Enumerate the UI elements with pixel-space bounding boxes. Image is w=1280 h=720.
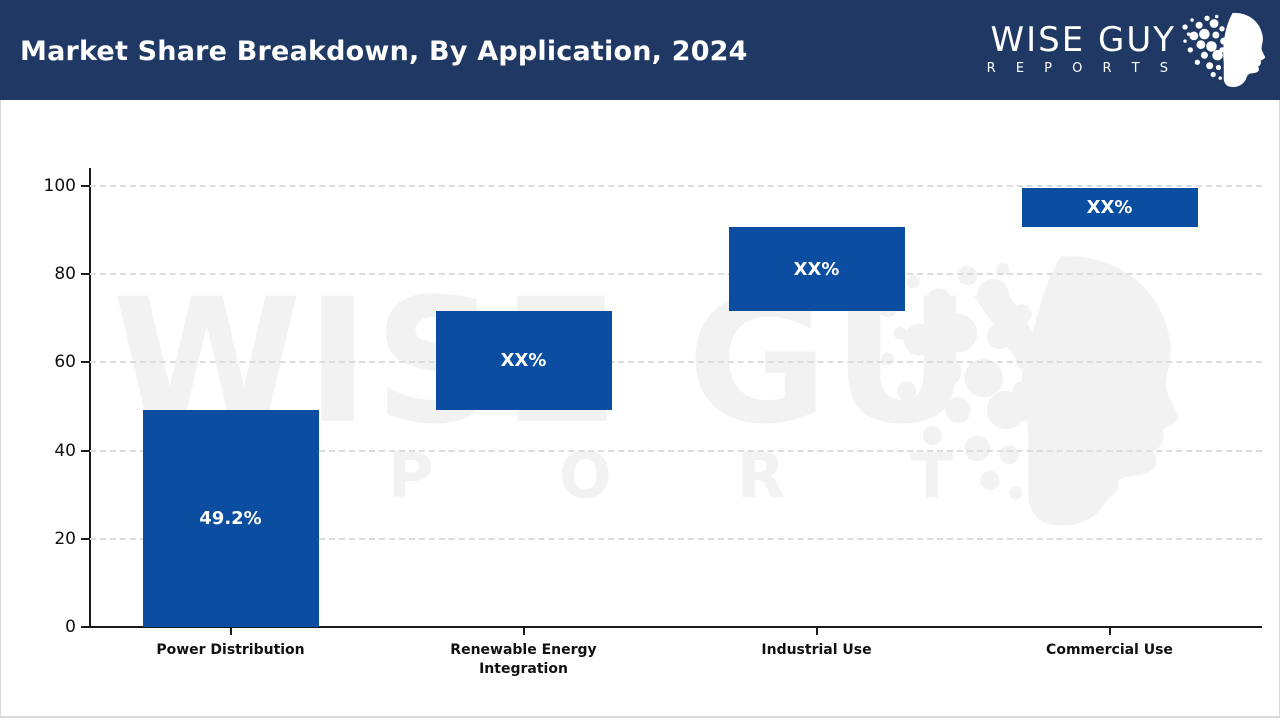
- x-tick: [1108, 628, 1111, 635]
- x-tick: [229, 628, 232, 635]
- gridline: [90, 273, 1262, 276]
- gridline: [90, 185, 1262, 187]
- x-tick-label: Power Distribution: [156, 642, 305, 658]
- gridline: [90, 449, 1262, 452]
- logo-wordmark: WISE GUY: [990, 20, 1176, 60]
- logo-text: WISE GUY R E P O R T S: [987, 22, 1176, 76]
- x-tick-label: Industrial Use: [761, 642, 872, 658]
- chart-title: Market Share Breakdown, By Application, …: [20, 36, 748, 67]
- bar: 49.2%: [142, 410, 319, 627]
- y-tick: [81, 537, 89, 540]
- bar: XX%: [435, 311, 612, 411]
- gridline: [90, 361, 1262, 364]
- y-tick: [81, 626, 89, 628]
- y-tick: [81, 185, 89, 187]
- y-tick-label: 100: [43, 176, 76, 196]
- frame-border-left: [0, 100, 1, 717]
- y-tick-label: 60: [54, 352, 76, 373]
- bar-value-label: XX%: [500, 350, 547, 372]
- x-tick: [522, 628, 525, 635]
- bar: XX%: [1021, 188, 1198, 227]
- x-axis-line: [83, 626, 1262, 628]
- frame-border-bottom: [0, 716, 1280, 718]
- bar: XX%: [728, 227, 905, 312]
- wise-guy-logo: WISE GUY R E P O R T S: [987, 6, 1266, 96]
- y-tick-label: 20: [54, 528, 76, 549]
- x-tick-label: Renewable Energy Integration: [450, 642, 597, 677]
- y-tick: [81, 273, 89, 276]
- bar-value-label: 49.2%: [199, 508, 262, 529]
- header-band: Market Share Breakdown, By Application, …: [0, 0, 1280, 100]
- y-tick-label: 80: [54, 264, 76, 285]
- watermark-head-icon: [878, 256, 1179, 526]
- x-tick: [815, 628, 818, 635]
- y-tick: [81, 449, 89, 452]
- bar-value-label: XX%: [793, 258, 840, 280]
- logo-subtitle: R E P O R T S: [986, 61, 1176, 76]
- y-tick-label: 0: [65, 617, 76, 637]
- y-tick: [81, 361, 89, 364]
- y-tick-label: 40: [54, 440, 76, 461]
- bar-value-label: XX%: [1086, 197, 1133, 219]
- gridline: [90, 537, 1262, 540]
- x-tick-label: Commercial Use: [1046, 642, 1173, 658]
- y-axis-line: [89, 168, 91, 628]
- logo-head-icon: [1182, 12, 1266, 87]
